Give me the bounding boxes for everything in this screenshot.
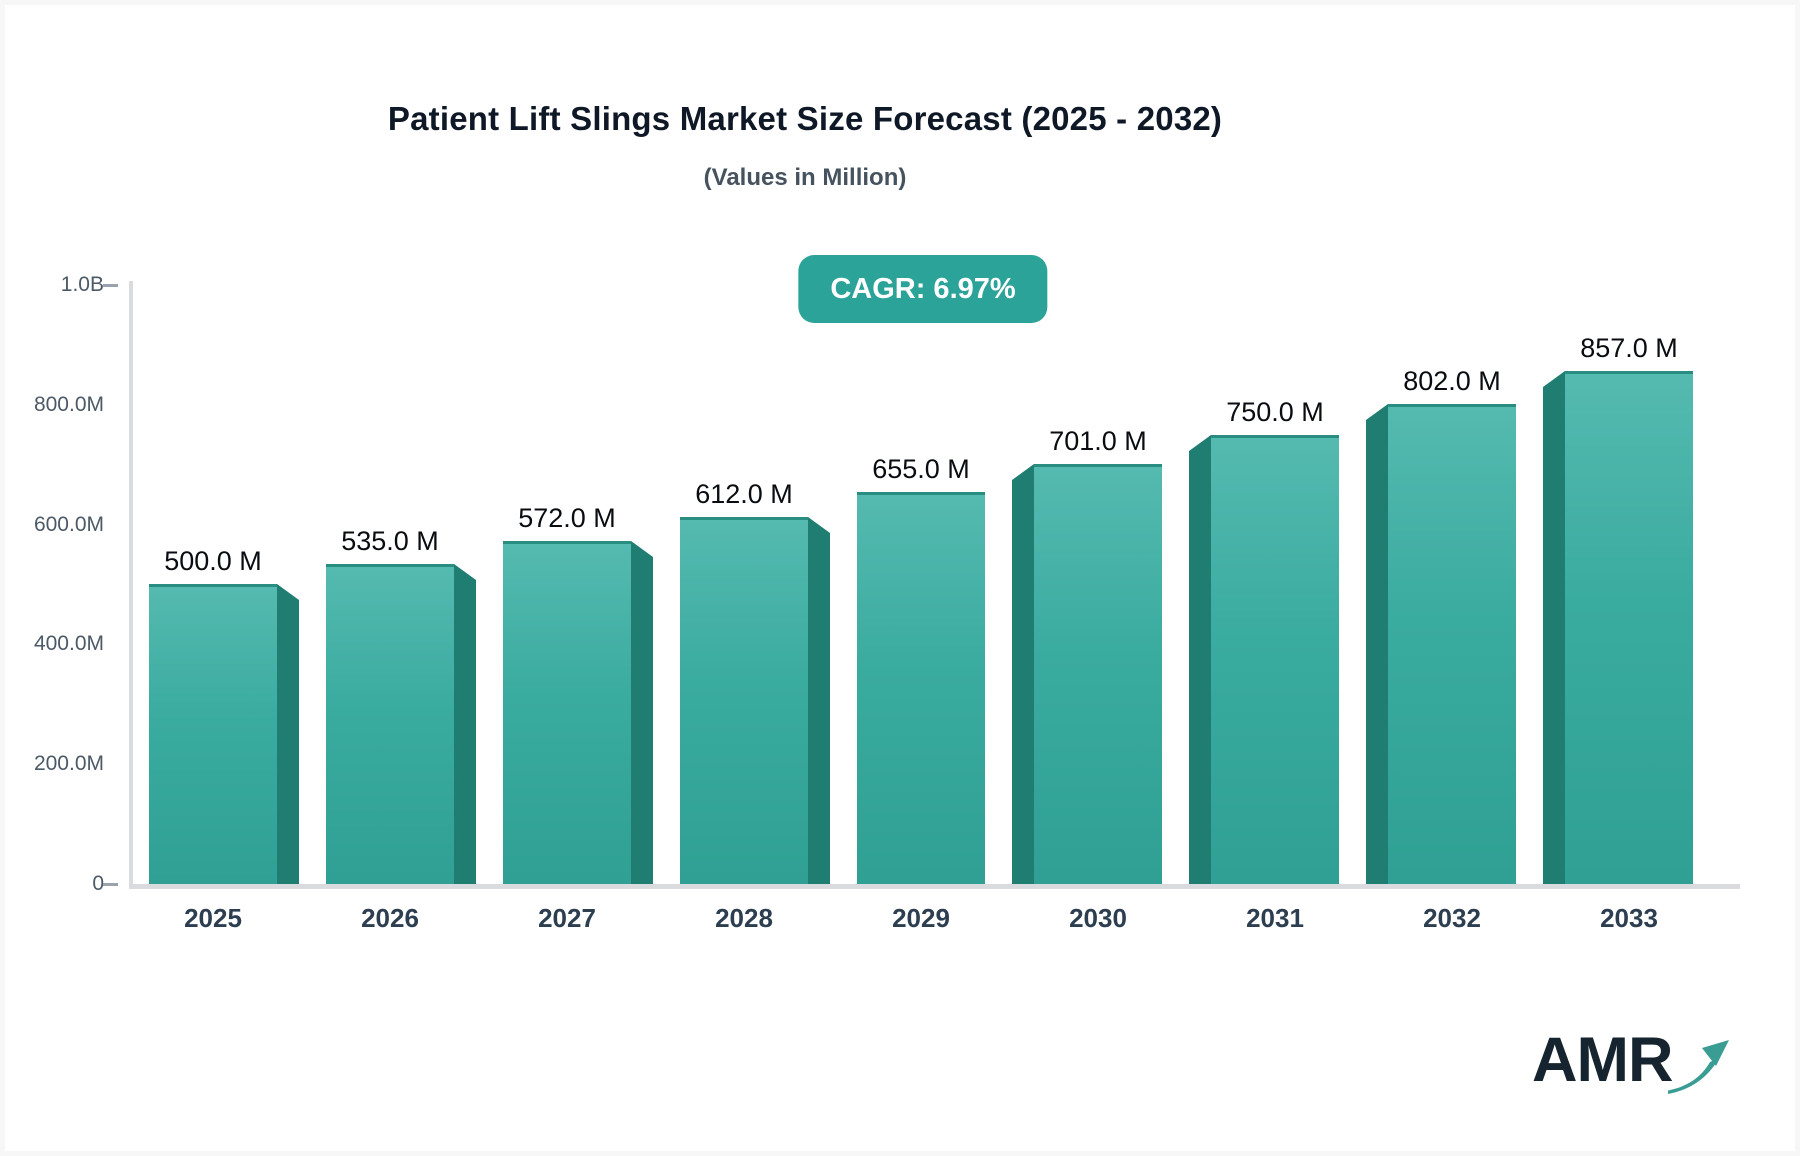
bar-face [1565,371,1693,884]
x-axis-label-2033: 2033 [1600,903,1658,933]
bar-value-label: 857.0 M [1580,333,1678,363]
bar-2027[interactable] [503,541,653,884]
bar-face [680,517,808,884]
bar-2028[interactable] [680,517,830,884]
bar-face [326,564,454,884]
bar-value-label: 750.0 M [1226,397,1324,427]
bar-2032[interactable] [1366,404,1516,884]
bar-side-shade [1366,404,1388,884]
y-axis-label: 400.0M [33,632,104,656]
amr-logo: AMR [1532,1022,1732,1103]
y-axis-tick [103,284,118,287]
bar-face [503,541,631,884]
bar-face [857,492,985,884]
bar-2029[interactable] [857,492,985,884]
y-axis-label: 1.0B [60,273,104,296]
bar-face [149,584,277,884]
amr-logo-text: AMR [1532,1025,1673,1095]
bar-side-shade [1543,371,1565,884]
bar-2031[interactable] [1189,435,1339,884]
x-axis-label-2029: 2029 [892,903,950,933]
y-axis-label: 800.0M [33,392,104,416]
bar-face [1388,404,1516,884]
bar-side-shade [631,541,653,884]
y-axis-label: 600.0M [33,512,104,536]
x-axis-label-2028: 2028 [715,903,773,933]
chart-subtitle: (Values in Million) [703,164,907,191]
bar-face [1211,435,1339,884]
bar-value-label: 572.0 M [518,503,616,533]
cagr-badge: CAGR: 6.97% [798,255,1048,323]
y-axis-tick [103,883,118,886]
y-axis-label: 0 [92,872,104,895]
y-axis-label: 200.0M [33,752,104,776]
x-axis-label-2027: 2027 [538,903,596,933]
bar-side-shade [1012,464,1034,884]
y-axis-line [129,281,133,886]
chart-title: Patient Lift Slings Market Size Forecast… [387,100,1223,137]
bar-side-shade [277,584,299,884]
bar-2033[interactable] [1543,371,1693,884]
bar-value-label: 612.0 M [695,479,793,509]
bar-value-label: 701.0 M [1049,426,1147,456]
x-axis-label-2031: 2031 [1246,903,1304,933]
x-axis-label-2032: 2032 [1423,903,1481,933]
bar-side-shade [808,517,830,884]
bar-2030[interactable] [1012,464,1162,884]
bar-side-shade [454,564,476,884]
bar-value-label: 802.0 M [1403,366,1501,396]
bar-2025[interactable] [149,584,299,884]
bar-side-shade [1189,435,1211,884]
bar-2026[interactable] [326,564,476,884]
x-axis-label-2025: 2025 [184,903,242,933]
growth-arrow-icon [1666,1036,1732,1103]
bar-value-label: 655.0 M [872,454,970,484]
bar-face [1034,464,1162,884]
bar-value-label: 535.0 M [341,526,439,556]
bar-value-label: 500.0 M [164,546,262,576]
x-axis-line [129,884,1740,889]
x-axis-label-2030: 2030 [1069,903,1127,933]
x-axis-label-2026: 2026 [361,903,419,933]
